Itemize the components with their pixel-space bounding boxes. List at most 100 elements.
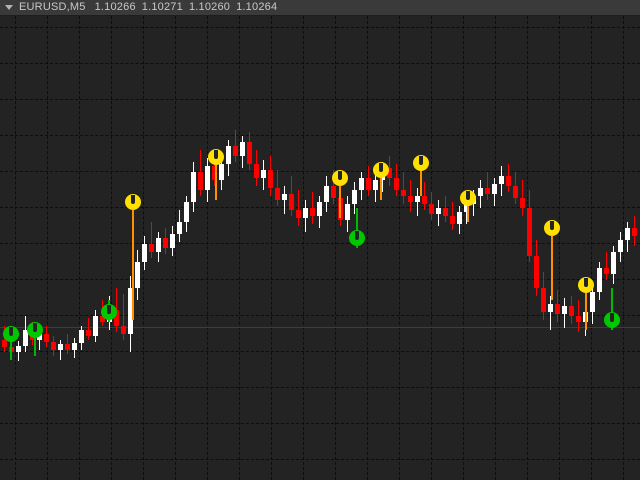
candle-body xyxy=(555,304,560,314)
candle-body xyxy=(541,288,546,312)
candle-wick xyxy=(298,190,299,226)
gridline-vertical xyxy=(303,16,304,480)
candle-body xyxy=(198,172,203,190)
signal-stem xyxy=(467,206,469,222)
gridline-horizontal xyxy=(0,279,640,280)
candle-body xyxy=(142,244,147,262)
candle-body xyxy=(2,340,7,347)
candle-body xyxy=(79,330,84,343)
candle-body xyxy=(415,196,420,202)
candle-wick xyxy=(487,172,488,200)
gridline-horizontal xyxy=(0,423,640,424)
candle-body xyxy=(492,184,497,194)
signal-bulb-icon xyxy=(332,170,348,186)
signal-bulb-icon xyxy=(27,322,43,338)
candle-body xyxy=(51,342,56,350)
gridline-vertical xyxy=(111,16,112,480)
signal-glyph xyxy=(610,313,614,322)
gridline-vertical xyxy=(399,16,400,480)
candle-body xyxy=(205,166,210,190)
signal-stem xyxy=(585,293,587,330)
candle-body xyxy=(170,234,175,248)
candle-body xyxy=(93,316,98,336)
gridline-vertical xyxy=(175,16,176,480)
candle-body xyxy=(226,146,231,164)
signal-stem xyxy=(380,178,382,200)
signal-stem xyxy=(132,210,134,320)
signal-stem xyxy=(551,236,553,300)
candle-body xyxy=(247,142,252,164)
candle-body xyxy=(100,316,105,322)
gridline-horizontal xyxy=(0,459,640,460)
signal-bulb-icon xyxy=(125,194,141,210)
symbol-timeframe-label: EURUSD,M5 xyxy=(19,1,86,13)
candle-wick xyxy=(606,252,607,280)
candle-body xyxy=(37,334,42,340)
quote-close: 1.10264 xyxy=(236,1,278,13)
candle-body xyxy=(128,288,133,334)
candle-body xyxy=(457,212,462,224)
candle-body xyxy=(177,222,182,234)
signal-glyph xyxy=(419,156,423,165)
candle-body xyxy=(499,176,504,184)
last-price-line xyxy=(0,327,640,328)
signal-stem xyxy=(34,330,36,356)
candle-body xyxy=(317,202,322,216)
signal-stem xyxy=(215,165,217,200)
candle-body xyxy=(464,204,469,212)
quote-open: 1.10266 xyxy=(94,1,136,13)
candle-body xyxy=(275,188,280,200)
candle-body xyxy=(422,196,427,204)
signal-bulb-icon xyxy=(413,155,429,171)
candle-body xyxy=(121,326,126,334)
candle-body xyxy=(527,208,532,256)
gridline-vertical xyxy=(335,16,336,480)
candle-body xyxy=(569,306,574,316)
signal-stem xyxy=(356,208,358,248)
candle-body xyxy=(632,228,637,236)
gridline-horizontal xyxy=(0,243,640,244)
signal-stem xyxy=(10,334,12,360)
candle-body xyxy=(562,306,567,314)
candle-body xyxy=(289,194,294,210)
signal-bulb-icon xyxy=(349,230,365,246)
gridline-horizontal xyxy=(0,171,640,172)
candle-body xyxy=(576,316,581,322)
gridline-horizontal xyxy=(0,63,640,64)
gridline-vertical xyxy=(239,16,240,480)
candle-body xyxy=(149,244,154,252)
signal-bulb-icon xyxy=(208,149,224,165)
candle-body xyxy=(233,146,238,156)
candle-body xyxy=(72,343,77,350)
candle-body xyxy=(310,208,315,216)
candle-body xyxy=(359,178,364,190)
candle-body xyxy=(16,346,21,352)
candle-body xyxy=(331,186,336,198)
signal-bulb-icon xyxy=(604,312,620,328)
gridline-horizontal xyxy=(0,387,640,388)
signal-glyph xyxy=(33,323,37,332)
candle-wick xyxy=(403,172,404,204)
candle-wick xyxy=(88,318,89,340)
chart-plot xyxy=(0,16,640,480)
gridline-vertical xyxy=(79,16,80,480)
candle-body xyxy=(114,310,119,326)
chevron-down-icon[interactable] xyxy=(5,5,13,10)
gridline-vertical xyxy=(623,16,624,480)
candle-body xyxy=(478,188,483,196)
signal-stem xyxy=(339,186,341,218)
candle-body xyxy=(443,208,448,216)
signal-glyph xyxy=(131,195,135,204)
candle-body xyxy=(611,252,616,274)
candle-body xyxy=(303,208,308,218)
candle-wick xyxy=(550,296,551,330)
candlestick-chart[interactable] xyxy=(0,16,640,480)
candle-body xyxy=(184,202,189,222)
candle-body xyxy=(219,164,224,180)
gridline-vertical xyxy=(463,16,464,480)
candle-body xyxy=(65,344,70,350)
candle-body xyxy=(212,166,217,180)
signal-bulb-icon xyxy=(373,162,389,178)
candle-body xyxy=(450,216,455,224)
gridline-vertical xyxy=(367,16,368,480)
